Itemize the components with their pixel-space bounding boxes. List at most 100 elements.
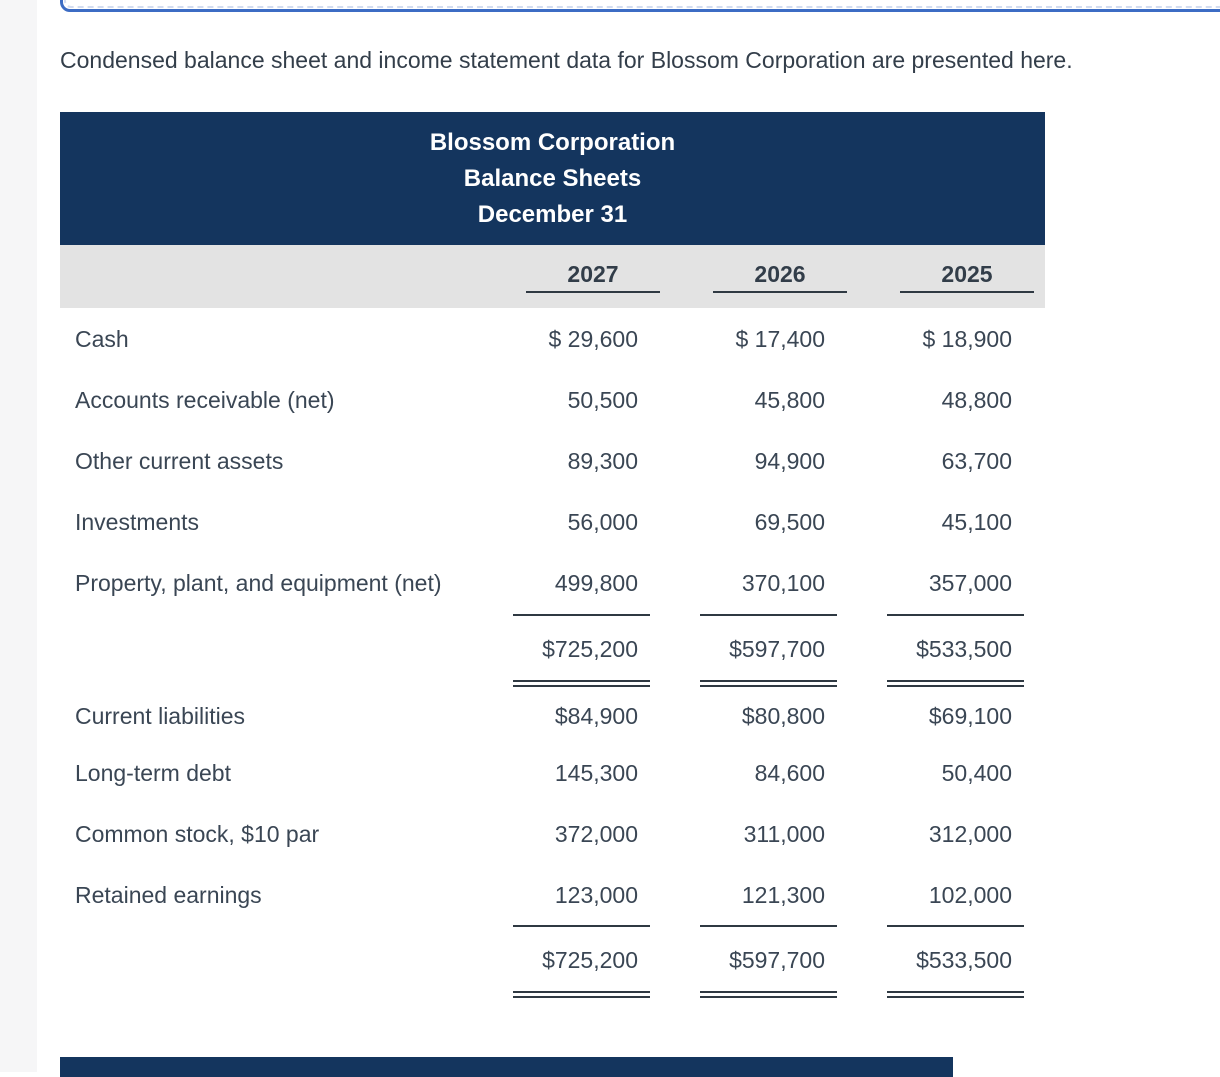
row-label: Common stock, $10 par xyxy=(75,821,320,847)
dashed-inner-border xyxy=(64,0,1220,8)
value-cell: 69,500 xyxy=(671,492,858,553)
total-2025: $533,500 xyxy=(916,635,1012,662)
value-cell: 312,000 xyxy=(858,804,1045,865)
single-rule xyxy=(700,614,837,616)
row-label: Cash xyxy=(75,325,129,352)
rule-cell xyxy=(484,925,671,927)
value-cell: 94,900 xyxy=(671,431,858,492)
intro-text: Condensed balance sheet and income state… xyxy=(60,47,1073,73)
value-2025: 45,100 xyxy=(941,509,1012,535)
table-row: Long-term debt 145,300 84,600 50,400 xyxy=(60,743,1045,804)
value-cell: 102,000 xyxy=(858,865,1045,925)
row-label: Accounts receivable (net) xyxy=(75,387,335,413)
value-cell: 45,800 xyxy=(671,370,858,431)
row-label: Long-term debt xyxy=(75,760,231,786)
year-header-cell: 2026 xyxy=(671,245,858,293)
rule-cell xyxy=(671,991,858,998)
value-cell: $597,700 xyxy=(671,929,858,991)
double-rule xyxy=(513,991,650,998)
value-cell: $ 18,900 xyxy=(858,308,1045,370)
value-2027: 145,300 xyxy=(554,760,638,786)
value-2027: 123,000 xyxy=(554,881,638,908)
table-row: Accounts receivable (net) 50,500 45,800 … xyxy=(60,370,1045,431)
value-2026: 45,800 xyxy=(754,387,825,413)
value-cell: 370,100 xyxy=(671,553,858,614)
value-2026: 69,500 xyxy=(754,509,825,535)
rule-cell xyxy=(858,925,1045,927)
value-cell: $725,200 xyxy=(484,618,671,680)
value-cell: $84,900 xyxy=(484,690,671,743)
double-rule xyxy=(700,680,837,687)
value-2027: $ 29,600 xyxy=(548,325,638,352)
value-cell: $ 29,600 xyxy=(484,308,671,370)
value-cell: 63,700 xyxy=(858,431,1045,492)
value-cell: $80,800 xyxy=(671,690,858,743)
value-cell: 372,000 xyxy=(484,804,671,865)
value-cell: 89,300 xyxy=(484,431,671,492)
value-2025: 312,000 xyxy=(928,821,1012,847)
dashed-content-panel-border xyxy=(60,0,1220,12)
value-cell: 56,000 xyxy=(484,492,671,553)
statement-type: Balance Sheets xyxy=(463,165,642,192)
row-label: Property, plant, and equipment (net) xyxy=(75,570,442,596)
rule-cell xyxy=(671,680,858,687)
value-cell: 45,100 xyxy=(858,492,1045,553)
value-cell: 145,300 xyxy=(484,743,671,804)
value-cell: $597,700 xyxy=(671,618,858,680)
value-2026: 94,900 xyxy=(754,448,825,474)
value-2026: 121,300 xyxy=(741,881,825,908)
single-rule xyxy=(887,614,1024,616)
value-2027: 372,000 xyxy=(554,821,638,847)
value-2027: 89,300 xyxy=(567,448,638,474)
single-rule xyxy=(513,925,650,927)
year-header-row: 2027 2026 2025 xyxy=(60,245,1045,308)
single-rule xyxy=(700,925,837,927)
value-cell: $ 17,400 xyxy=(671,308,858,370)
single-rule xyxy=(513,614,650,616)
value-cell: $533,500 xyxy=(858,618,1045,680)
double-rule xyxy=(700,991,837,998)
value-cell: 357,000 xyxy=(858,553,1045,614)
rule-cell xyxy=(858,614,1045,616)
value-2025: $69,100 xyxy=(928,703,1012,729)
table-row: Common stock, $10 par 372,000 311,000 31… xyxy=(60,804,1045,865)
total-2025: $533,500 xyxy=(916,946,1012,973)
row-label: Retained earnings xyxy=(75,881,262,908)
value-2026: 311,000 xyxy=(743,821,825,847)
value-cell: 50,500 xyxy=(484,370,671,431)
value-2027: 56,000 xyxy=(567,509,638,535)
table-row: Cash $ 29,600 $ 17,400 $ 18,900 xyxy=(60,308,1045,370)
value-2025: 63,700 xyxy=(941,448,1012,474)
year-2025: 2025 xyxy=(900,261,1034,293)
value-2027: $84,900 xyxy=(554,703,638,729)
row-label: Investments xyxy=(75,509,199,535)
table-row: Investments 56,000 69,500 45,100 xyxy=(60,492,1045,553)
double-rule-row xyxy=(60,680,1045,690)
rule-cell xyxy=(671,925,858,927)
value-2025: 50,400 xyxy=(941,760,1012,786)
double-rule xyxy=(887,991,1024,998)
row-label: Other current assets xyxy=(75,448,284,474)
value-2026: 370,100 xyxy=(741,570,825,596)
total-liabilities-equity-row: $725,200 $597,700 $533,500 xyxy=(60,929,1045,991)
value-cell: $533,500 xyxy=(858,929,1045,991)
total-assets-row: $725,200 $597,700 $533,500 xyxy=(60,618,1045,680)
double-rule-row xyxy=(60,991,1045,1001)
value-2025: 102,000 xyxy=(928,881,1012,908)
statement-date: December 31 xyxy=(477,201,628,228)
next-section-header-bar xyxy=(60,1057,953,1077)
double-rule xyxy=(887,680,1024,687)
value-2025: 48,800 xyxy=(941,387,1012,413)
company-name: Blossom Corporation xyxy=(429,129,676,156)
value-2027: 50,500 xyxy=(567,387,638,413)
year-2027: 2027 xyxy=(526,261,660,293)
total-2026: $597,700 xyxy=(729,946,825,973)
year-2026: 2026 xyxy=(713,261,847,293)
year-header-cell: 2027 xyxy=(484,245,671,293)
rule-cell xyxy=(671,614,858,616)
value-2027: 499,800 xyxy=(554,570,638,596)
value-cell: $725,200 xyxy=(484,929,671,991)
rule-cell xyxy=(484,614,671,616)
value-cell: 311,000 xyxy=(671,804,858,865)
rule-cell xyxy=(484,991,671,998)
